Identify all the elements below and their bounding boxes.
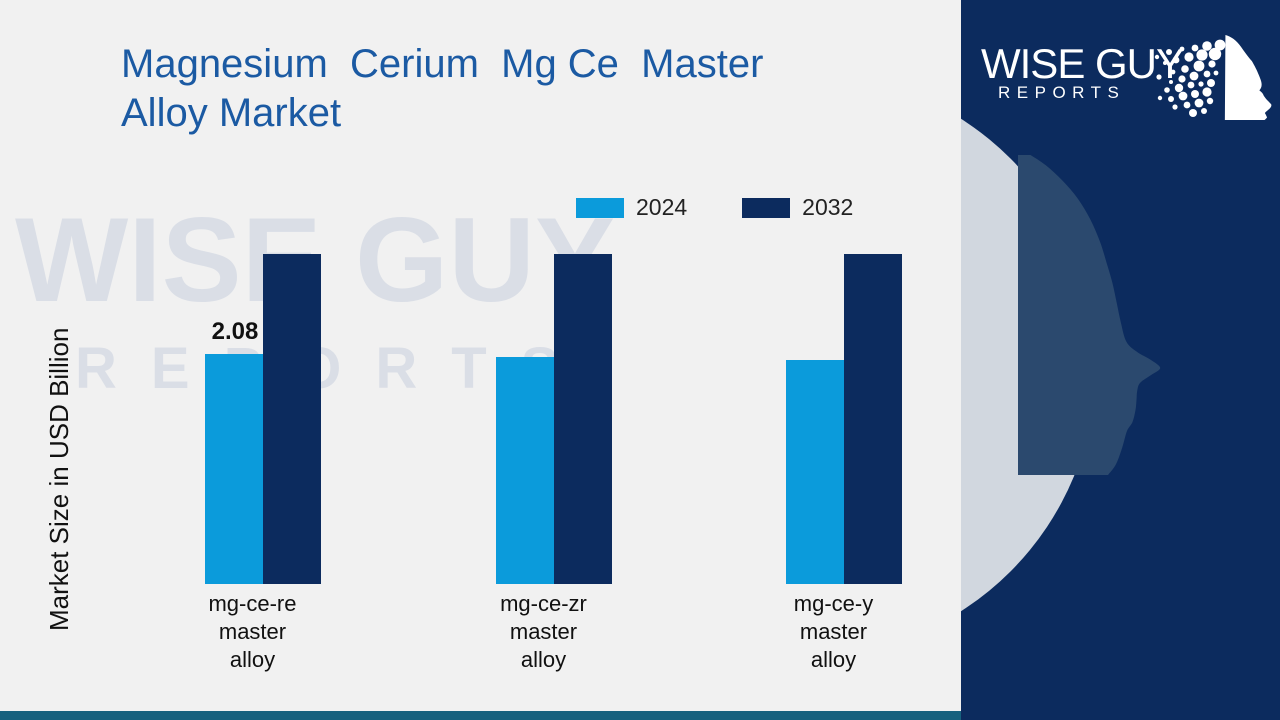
svg-text:WISE GUY: WISE GUY (981, 40, 1184, 87)
svg-text:REPORTS: REPORTS (998, 83, 1125, 102)
